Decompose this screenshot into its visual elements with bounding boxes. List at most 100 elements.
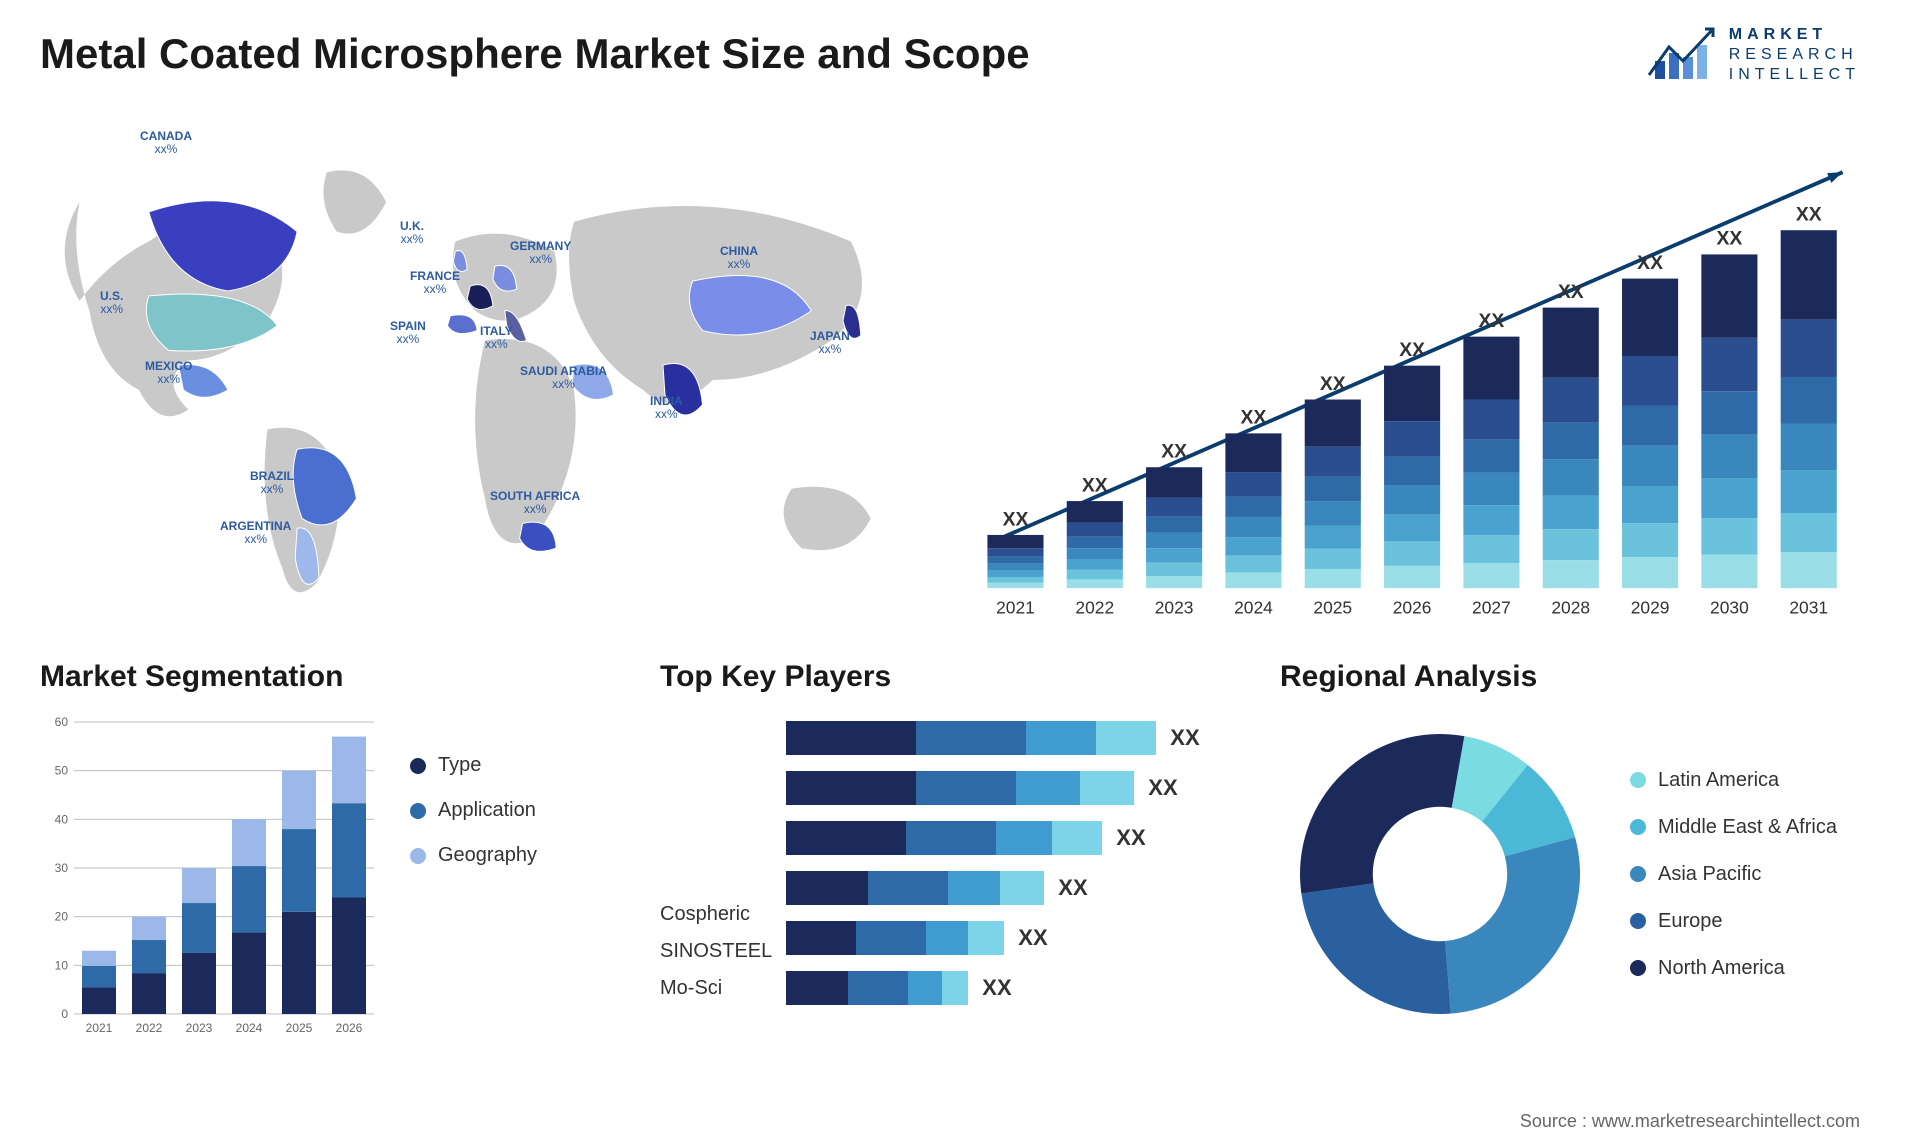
segmentation-title: Market Segmentation (40, 660, 620, 694)
player-row: XX (786, 720, 1240, 756)
legend-label: Europe (1658, 910, 1723, 933)
player-bar-seg (948, 871, 1000, 905)
player-row: XX (786, 970, 1240, 1006)
player-bar-seg (786, 921, 856, 955)
segmentation-legend: Type Application Geography (410, 714, 537, 1044)
regional-panel: Regional Analysis Latin America Middle Ea… (1280, 660, 1860, 1090)
player-value: XX (1116, 825, 1145, 851)
legend-label: North America (1658, 957, 1785, 980)
player-bar-seg (856, 921, 926, 955)
player-bar (786, 721, 1156, 755)
player-value: XX (1018, 925, 1047, 951)
svg-text:2026: 2026 (336, 1021, 363, 1035)
logo-line2: RESEARCH (1729, 45, 1860, 65)
svg-text:30: 30 (55, 861, 69, 875)
map-label-u-k-: U.K.xx% (400, 220, 424, 246)
player-bar (786, 871, 1044, 905)
svg-text:XX: XX (1717, 228, 1743, 250)
svg-text:XX: XX (1320, 373, 1346, 395)
player-row: XX (786, 870, 1240, 906)
player-bar-seg (916, 721, 1026, 755)
player-name: Cospheric (660, 903, 772, 926)
player-value: XX (1170, 725, 1199, 751)
svg-text:0: 0 (61, 1007, 68, 1021)
segmentation-panel: Market Segmentation 01020304050602021202… (40, 660, 620, 1090)
region-legend-item: Latin America (1630, 769, 1837, 792)
svg-text:60: 60 (55, 715, 69, 729)
seg-legend-item: Geography (410, 844, 537, 867)
player-names: CosphericSINOSTEELMo-Sci (660, 714, 772, 1006)
page-title: Metal Coated Microsphere Market Size and… (40, 30, 1030, 78)
region-legend-item: Asia Pacific (1630, 863, 1837, 886)
growth-chart: XX2021XX2022XX2023XX2024XX2025XX2026XX20… (970, 130, 1860, 630)
logo-line1: MARKET (1729, 25, 1860, 45)
region-legend-item: North America (1630, 957, 1837, 980)
svg-text:2028: 2028 (1551, 597, 1590, 617)
svg-text:10: 10 (55, 958, 69, 972)
map-label-china: CHINAxx% (720, 245, 758, 271)
svg-text:XX: XX (1558, 281, 1584, 303)
seg-legend-item: Type (410, 754, 537, 777)
seg-legend-item: Application (410, 799, 537, 822)
player-bars: XX XX XX XX XX XX (786, 714, 1240, 1006)
player-bar-seg (906, 821, 996, 855)
legend-swatch (410, 758, 426, 774)
legend-swatch (1630, 913, 1646, 929)
player-bar-seg (786, 821, 906, 855)
map-label-italy: ITALYxx% (480, 325, 513, 351)
svg-text:2023: 2023 (1155, 597, 1194, 617)
svg-text:2027: 2027 (1472, 597, 1511, 617)
player-row: XX (786, 820, 1240, 856)
map-label-saudi-arabia: SAUDI ARABIAxx% (520, 365, 607, 391)
player-row: XX (786, 770, 1240, 806)
legend-label: Asia Pacific (1658, 863, 1761, 886)
svg-text:2025: 2025 (286, 1021, 313, 1035)
player-bar (786, 971, 968, 1005)
players-title: Top Key Players (660, 660, 1240, 694)
map-label-spain: SPAINxx% (390, 320, 426, 346)
player-bar-seg (786, 771, 916, 805)
player-bar-seg (1000, 871, 1044, 905)
player-bar-seg (926, 921, 968, 955)
logo-text: MARKET RESEARCH INTELLECT (1729, 25, 1860, 85)
legend-label: Application (438, 799, 536, 822)
player-bar-seg (786, 721, 916, 755)
player-bar-seg (908, 971, 942, 1005)
region-legend: Latin America Middle East & Africa Asia Pa… (1630, 769, 1837, 980)
player-bar-seg (1016, 771, 1080, 805)
map-label-u-s-: U.S.xx% (100, 290, 123, 316)
world-map-panel: CANADAxx%U.S.xx%MEXICOxx%BRAZILxx%ARGENT… (40, 130, 930, 630)
regional-title: Regional Analysis (1280, 660, 1860, 694)
map-label-south-africa: SOUTH AFRICAxx% (490, 490, 580, 516)
map-label-canada: CANADAxx% (140, 130, 192, 156)
player-bar-seg (916, 771, 1016, 805)
player-bar (786, 921, 1004, 955)
player-bar-seg (1026, 721, 1096, 755)
svg-text:2021: 2021 (996, 597, 1035, 617)
svg-text:2030: 2030 (1710, 597, 1749, 617)
svg-text:2029: 2029 (1631, 597, 1670, 617)
map-label-japan: JAPANxx% (810, 330, 850, 356)
legend-swatch (1630, 819, 1646, 835)
map-label-argentina: ARGENTINAxx% (220, 520, 291, 546)
svg-text:XX: XX (1082, 474, 1108, 496)
player-bar-seg (1052, 821, 1102, 855)
map-label-brazil: BRAZILxx% (250, 470, 294, 496)
svg-text:40: 40 (55, 812, 69, 826)
logo-mark-icon (1647, 25, 1717, 85)
player-bar-seg (996, 821, 1052, 855)
brand-logo: MARKET RESEARCH INTELLECT (1647, 25, 1860, 85)
legend-swatch (410, 848, 426, 864)
svg-text:XX: XX (1241, 407, 1267, 429)
legend-swatch (1630, 866, 1646, 882)
svg-text:50: 50 (55, 764, 69, 778)
svg-text:XX: XX (1399, 339, 1425, 361)
player-bar-seg (968, 921, 1004, 955)
region-legend-item: Middle East & Africa (1630, 816, 1837, 839)
svg-text:XX: XX (1796, 204, 1822, 226)
legend-swatch (1630, 960, 1646, 976)
legend-swatch (1630, 772, 1646, 788)
svg-text:XX: XX (1637, 252, 1663, 274)
source-text: Source : www.marketresearchintellect.com (1520, 1111, 1860, 1132)
player-bar-seg (868, 871, 948, 905)
